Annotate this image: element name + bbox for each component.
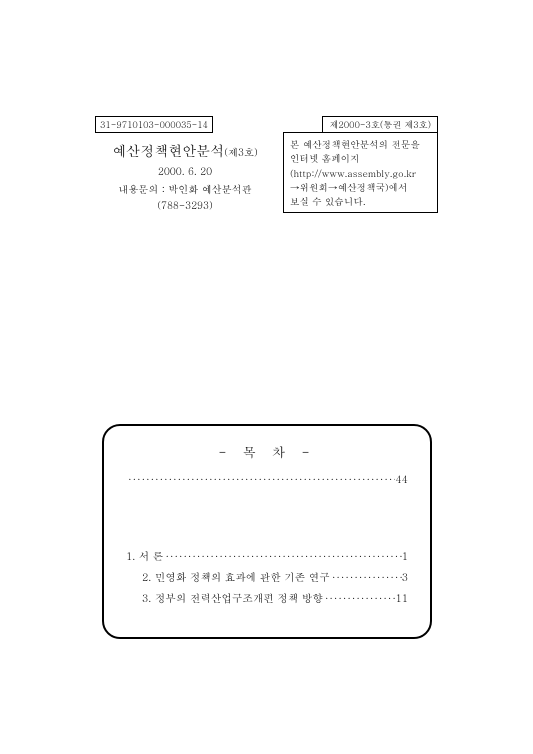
main-title-text: 예산정책현안분석 <box>112 140 224 160</box>
issue-number-right: 제2000-3호(통권 제3호) <box>322 116 438 133</box>
toc-row: ········································… <box>126 471 408 486</box>
info-line: (http://www.assembly.go.kr <box>290 166 431 180</box>
toc-page: 3 <box>402 569 408 584</box>
toc-page: 11 <box>395 590 408 605</box>
toc-dots: ········································… <box>323 590 396 605</box>
info-line: 본 예산정책현안분석의 전문을 <box>290 137 431 151</box>
info-line: 인터넷 홈페이지 <box>290 151 431 165</box>
toc-dots: ········································… <box>126 471 395 486</box>
toc-dots: ········································… <box>330 569 402 584</box>
toc-label: 1. 서 론 <box>126 548 163 563</box>
toc-row: 3. 정부의 전력산업구조개편 정책 방향 ··················… <box>126 590 408 605</box>
toc-page: 1 <box>402 548 408 563</box>
doc-number-left: 31-9710103-000035-14 <box>95 116 213 133</box>
toc-title: - 목 차 - <box>126 442 408 461</box>
phone-line: (788-3293) <box>95 198 275 212</box>
toc-row: 2. 민영화 정책의 효과에 관한 기존 연구 ················… <box>126 569 408 584</box>
contact-line: 내용문의 : 박인화 예산분석관 <box>95 182 275 196</box>
info-line: →위원회→예산정책국)에서 <box>290 180 431 194</box>
toc-label: 3. 정부의 전력산업구조개편 정책 방향 <box>142 590 323 605</box>
info-box: 본 예산정책현안분석의 전문을 인터넷 홈페이지 (http://www.ass… <box>283 132 438 213</box>
toc-row: 1. 서 론 ·································… <box>126 548 408 563</box>
toc-dots: ········································… <box>163 548 401 563</box>
date-line: 2000. 6. 20 <box>95 164 275 178</box>
toc-label: 2. 민영화 정책의 효과에 관한 기존 연구 <box>142 569 330 584</box>
main-title: 예산정책현안분석(제3호) <box>95 140 275 160</box>
issue-suffix: (제3호) <box>224 145 258 159</box>
toc-box: - 목 차 - ································… <box>102 424 432 639</box>
toc-page: 44 <box>395 471 408 486</box>
info-line: 보실 수 있습니다. <box>290 194 431 208</box>
title-block: 예산정책현안분석(제3호) 2000. 6. 20 내용문의 : 박인화 예산분… <box>95 140 275 212</box>
